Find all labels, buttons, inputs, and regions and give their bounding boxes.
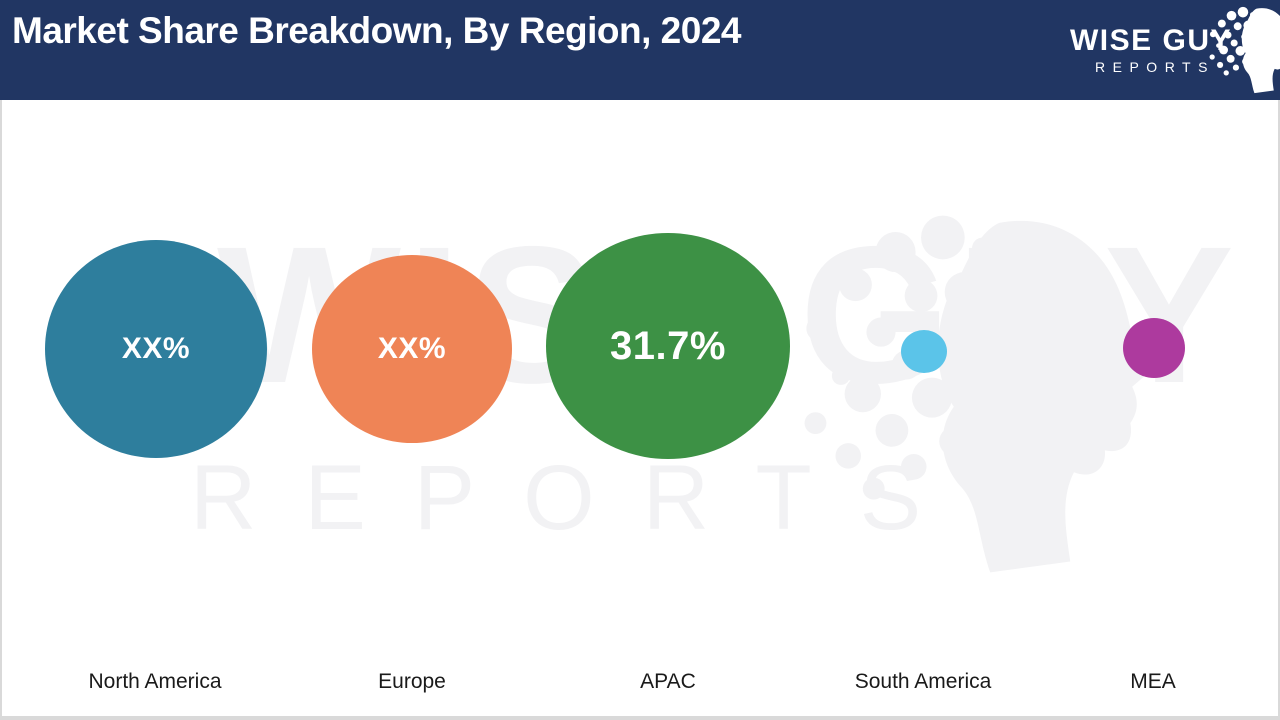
bubble-mea bbox=[1123, 318, 1185, 378]
bubble-north-america: XX% bbox=[45, 240, 267, 458]
category-label-mea: MEA bbox=[1130, 670, 1176, 693]
logo-subtitle: REPORTS bbox=[1095, 58, 1215, 75]
watermark-subtitle: REPORTS bbox=[190, 447, 970, 549]
category-label-apac: APAC bbox=[640, 670, 696, 693]
brand-logo: WISE GUY REPORTS bbox=[1070, 0, 1280, 100]
page-title: Market Share Breakdown, By Region, 2024 bbox=[12, 10, 742, 51]
category-label-north-america: North America bbox=[88, 670, 222, 693]
logo-title: WISE GUY bbox=[1069, 24, 1232, 58]
bubble-value-north-america: XX% bbox=[121, 332, 191, 365]
watermark-face-icon bbox=[790, 212, 1154, 576]
bubble-south-america bbox=[901, 330, 947, 373]
header-bar: Market Share Breakdown, By Region, 2024 … bbox=[0, 0, 1280, 100]
chart-area: WISE GUY REPORTS XX% XX% 31.7% North Ame… bbox=[0, 100, 1280, 720]
bubble-europe: XX% bbox=[312, 255, 512, 443]
bubble-apac: 31.7% bbox=[546, 233, 790, 459]
category-label-south-america: South America bbox=[854, 670, 992, 693]
category-label-europe: Europe bbox=[378, 670, 446, 693]
logo-text: WISE GUY REPORTS bbox=[1070, 25, 1232, 75]
bubble-value-apac: 31.7% bbox=[610, 323, 726, 368]
bubble-value-europe: XX% bbox=[377, 332, 447, 365]
